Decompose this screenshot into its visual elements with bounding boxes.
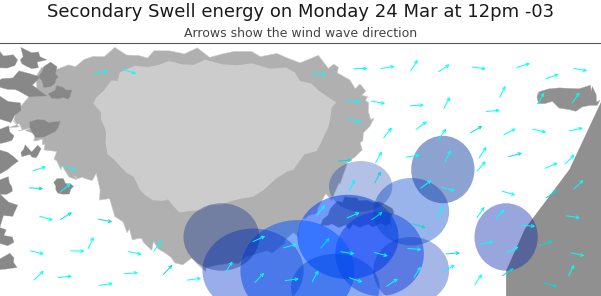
Ellipse shape bbox=[373, 178, 449, 245]
Ellipse shape bbox=[329, 161, 392, 212]
Polygon shape bbox=[93, 60, 337, 213]
Ellipse shape bbox=[335, 212, 424, 296]
Polygon shape bbox=[0, 51, 17, 68]
Ellipse shape bbox=[411, 136, 474, 203]
Ellipse shape bbox=[240, 220, 354, 296]
Ellipse shape bbox=[373, 237, 449, 296]
Ellipse shape bbox=[203, 229, 304, 296]
Polygon shape bbox=[29, 119, 61, 138]
Ellipse shape bbox=[297, 195, 398, 279]
Polygon shape bbox=[537, 85, 600, 111]
Polygon shape bbox=[53, 178, 73, 194]
Polygon shape bbox=[0, 177, 13, 194]
Polygon shape bbox=[506, 102, 601, 296]
Ellipse shape bbox=[291, 254, 380, 296]
Polygon shape bbox=[21, 145, 41, 158]
Ellipse shape bbox=[474, 203, 538, 271]
Ellipse shape bbox=[183, 203, 260, 271]
Polygon shape bbox=[0, 150, 19, 176]
Polygon shape bbox=[20, 47, 47, 69]
Polygon shape bbox=[0, 96, 21, 123]
Polygon shape bbox=[0, 253, 17, 270]
Polygon shape bbox=[0, 194, 18, 227]
Text: Arrows show the wind wave direction: Arrows show the wind wave direction bbox=[184, 27, 417, 40]
Polygon shape bbox=[0, 228, 14, 246]
Polygon shape bbox=[0, 126, 14, 144]
Polygon shape bbox=[48, 86, 72, 99]
Polygon shape bbox=[320, 197, 394, 229]
Polygon shape bbox=[8, 47, 374, 271]
Text: Secondary Swell energy on Monday 24 Mar at 12pm -03: Secondary Swell energy on Monday 24 Mar … bbox=[47, 3, 554, 21]
Polygon shape bbox=[0, 71, 47, 97]
Polygon shape bbox=[38, 62, 58, 88]
